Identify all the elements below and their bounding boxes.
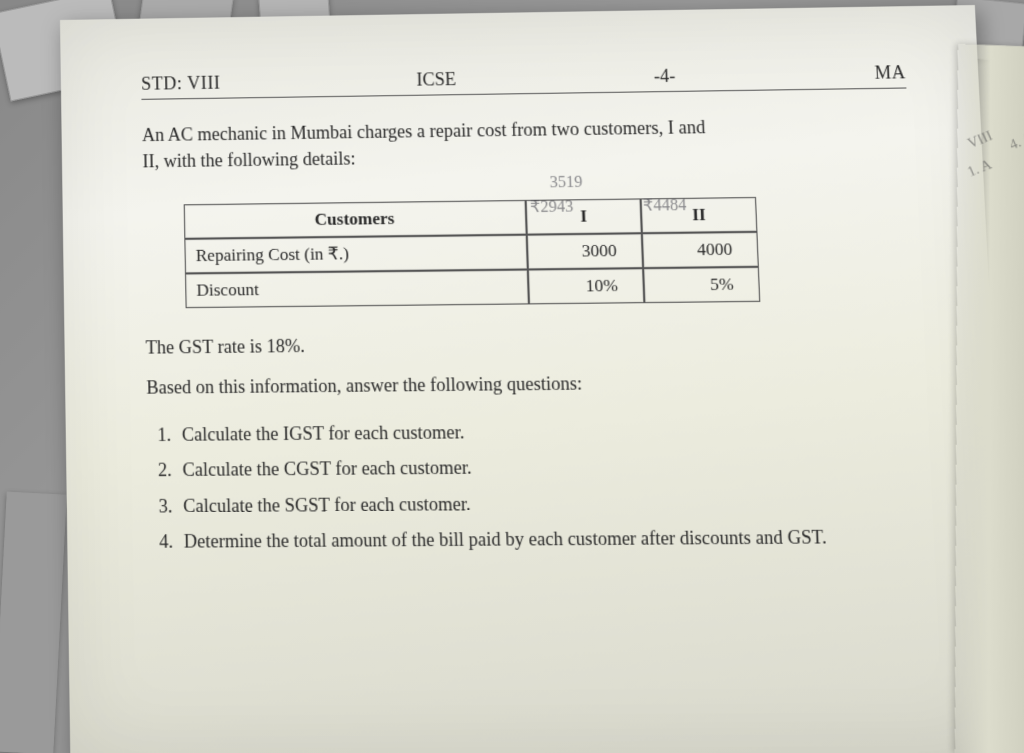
edge-text: 4. A: [1007, 130, 1024, 154]
table-row: Discount 10% 5%: [185, 267, 760, 308]
question-list: Calculate the IGST for each customer. Ca…: [147, 411, 928, 560]
adjacent-page-edge: VIII 4. A 1. A: [955, 44, 1024, 753]
instruction-line: Based on this information, answer the fo…: [146, 370, 920, 399]
page-header: STD: VIII ICSE -4- MA: [141, 62, 906, 100]
edge-text: VIII: [966, 129, 996, 153]
worksheet-page: STD: VIII ICSE -4- MA An AC mechanic in …: [60, 5, 1012, 753]
edge-text: 1. A: [966, 157, 995, 181]
list-item: Calculate the CGST for each customer.: [176, 446, 925, 488]
problem-statement: An AC mechanic in Mumbai charges a repai…: [142, 111, 910, 175]
row-val-ii: 5%: [643, 267, 760, 303]
board-label: ICSE: [416, 69, 456, 91]
col-customers: Customers: [184, 200, 527, 239]
row-val-ii: 4000: [642, 232, 759, 268]
problem-line-2: II, with the following details:: [142, 148, 355, 171]
list-item: Determine the total amount of the bill p…: [177, 518, 928, 559]
page-number: -4-: [653, 66, 675, 88]
row-label: Discount: [185, 270, 529, 309]
handwritten-note-3: ₹4484: [643, 195, 687, 216]
problem-line-1: An AC mechanic in Mumbai charges a repai…: [142, 117, 706, 145]
std-label: STD: VIII: [141, 73, 221, 95]
row-val-i: 3000: [527, 233, 643, 269]
handwritten-note-1: 3519: [549, 174, 582, 193]
subject-abbrev: MA: [874, 62, 906, 84]
gst-rate-line: The GST rate is 18%.: [146, 329, 919, 359]
list-item: Calculate the SGST for each customer.: [177, 482, 927, 523]
handwritten-note-2: ₹2943: [530, 196, 574, 217]
list-item: Calculate the IGST for each customer.: [175, 411, 923, 453]
row-label: Repairing Cost (in ₹.): [184, 235, 528, 274]
row-val-i: 10%: [528, 268, 645, 304]
